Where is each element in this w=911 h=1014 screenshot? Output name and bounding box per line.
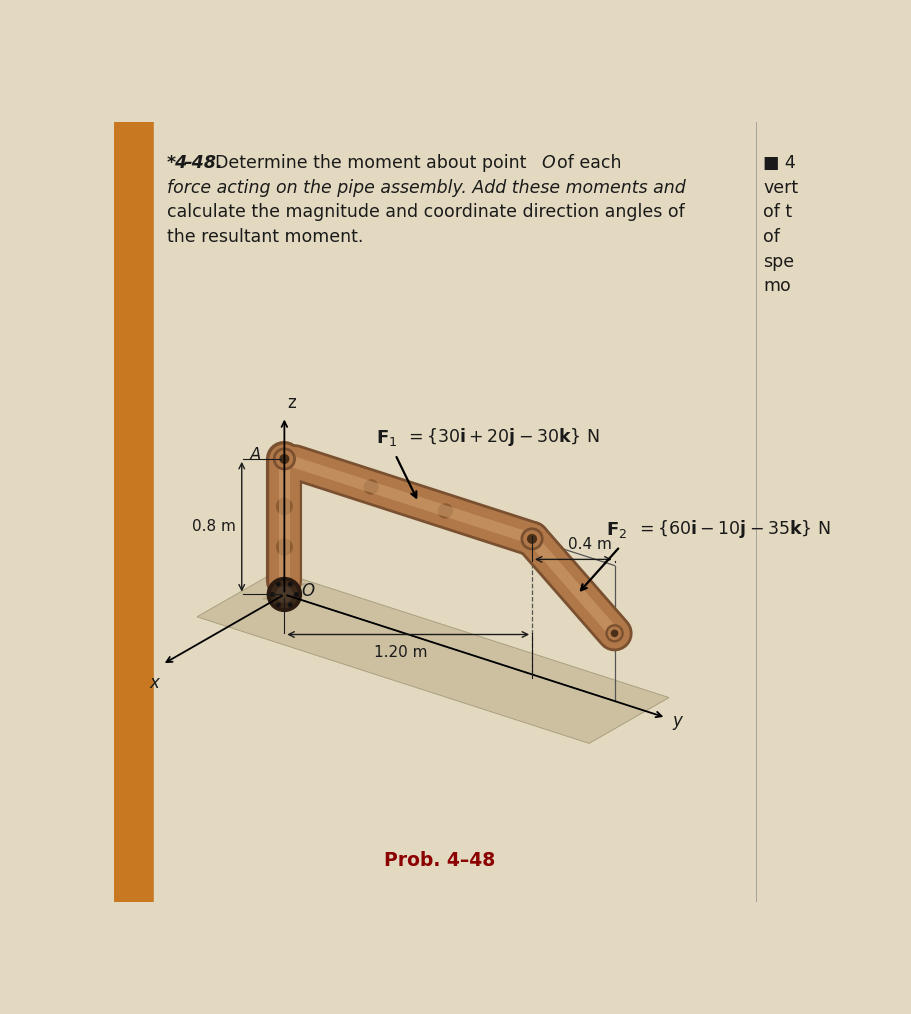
Text: ■ 4: ■ 4 <box>763 154 796 172</box>
Circle shape <box>277 603 280 606</box>
Polygon shape <box>197 571 669 743</box>
Text: $\mathbf{F}_1$: $\mathbf{F}_1$ <box>376 428 397 448</box>
Text: of each: of each <box>558 154 621 172</box>
Circle shape <box>276 451 292 467</box>
Text: spe: spe <box>763 252 794 271</box>
Text: 1.20 m: 1.20 m <box>374 645 427 660</box>
Text: z: z <box>288 394 296 412</box>
Circle shape <box>277 539 292 554</box>
Circle shape <box>364 480 378 494</box>
Text: A: A <box>250 446 261 464</box>
Text: 0.4 m: 0.4 m <box>568 536 612 552</box>
Circle shape <box>277 498 292 513</box>
Circle shape <box>277 539 292 555</box>
Circle shape <box>271 581 298 607</box>
Circle shape <box>271 593 274 596</box>
Circle shape <box>277 500 292 514</box>
Text: Determine the moment about point: Determine the moment about point <box>215 154 526 172</box>
Circle shape <box>289 603 292 606</box>
Text: –48.: –48. <box>184 154 223 172</box>
Text: O: O <box>302 582 314 600</box>
Text: of: of <box>763 228 780 246</box>
Text: force acting on the pipe assembly. Add these moments and: force acting on the pipe assembly. Add t… <box>167 178 685 197</box>
Text: Prob. 4–48: Prob. 4–48 <box>384 851 495 870</box>
Circle shape <box>606 625 623 642</box>
Text: *4: *4 <box>167 154 188 172</box>
Circle shape <box>267 578 302 611</box>
Circle shape <box>438 504 453 518</box>
Circle shape <box>277 587 292 602</box>
Circle shape <box>527 534 537 544</box>
Text: mo: mo <box>763 277 791 295</box>
Circle shape <box>611 631 618 637</box>
Circle shape <box>277 499 292 514</box>
Text: of t: of t <box>763 203 793 221</box>
Circle shape <box>521 528 543 550</box>
Circle shape <box>289 582 292 586</box>
Polygon shape <box>262 584 306 599</box>
Text: O: O <box>542 154 556 172</box>
Text: calculate the magnitude and coordinate direction angles of: calculate the magnitude and coordinate d… <box>167 203 684 221</box>
Text: vert: vert <box>763 178 798 197</box>
Circle shape <box>273 448 295 469</box>
Circle shape <box>280 454 289 463</box>
Text: 0.8 m: 0.8 m <box>191 519 236 534</box>
Circle shape <box>277 540 292 555</box>
Text: $= \{30\mathbf{i} + 20\mathbf{j} - 30\mathbf{k}\}$ N: $= \{30\mathbf{i} + 20\mathbf{j} - 30\ma… <box>405 426 600 448</box>
Text: the resultant moment.: the resultant moment. <box>167 228 363 246</box>
Text: $= \{60\mathbf{i} - 10\mathbf{j} - 35\mathbf{k}\}$ N: $= \{60\mathbf{i} - 10\mathbf{j} - 35\ma… <box>636 518 830 540</box>
Circle shape <box>524 530 540 547</box>
Bar <box>114 122 154 902</box>
Circle shape <box>294 593 298 596</box>
Circle shape <box>277 582 280 586</box>
Circle shape <box>609 627 620 640</box>
Text: $\mathbf{F}_2$: $\mathbf{F}_2$ <box>606 520 628 540</box>
Text: y: y <box>672 712 682 730</box>
Text: x: x <box>149 673 159 692</box>
